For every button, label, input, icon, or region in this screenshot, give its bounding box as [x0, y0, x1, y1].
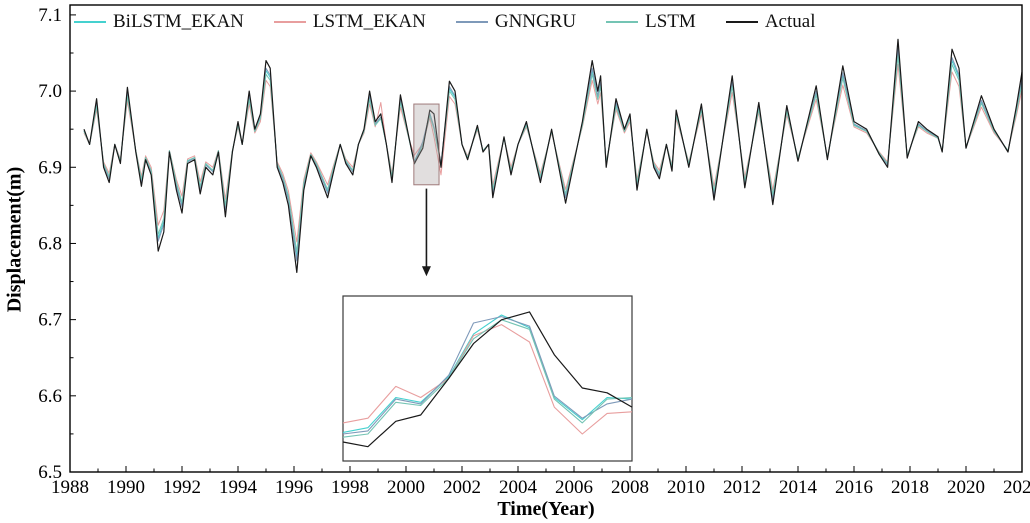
- x-tick-label: 2008: [611, 477, 649, 498]
- y-tick-label: 7.0: [38, 81, 62, 102]
- legend-item-BiLSTM_EKAN: BiLSTM_EKAN: [74, 12, 244, 31]
- x-tick-label: 2002: [443, 477, 481, 498]
- x-tick-label: 2020: [947, 477, 985, 498]
- zoom-arrow-head: [421, 266, 431, 277]
- x-tick-label: 1988: [51, 477, 89, 498]
- y-tick-label: 6.9: [38, 157, 62, 178]
- legend-item-LSTM: LSTM: [606, 12, 696, 31]
- legend-swatch-GNNGRU: [455, 20, 488, 23]
- x-tick-label: 2000: [387, 477, 425, 498]
- x-tick-label: 1994: [219, 477, 258, 498]
- y-axis-title: Displacement(m): [3, 166, 26, 313]
- x-tick-label: 2010: [667, 477, 705, 498]
- inset-series-line-LSTM: [342, 319, 633, 438]
- legend-item-Actual: Actual: [725, 11, 816, 32]
- inset-series-line-Actual: [342, 311, 633, 448]
- x-axis-title: Time(Year): [497, 498, 595, 520]
- x-tick-label: 1996: [275, 477, 313, 498]
- legend-label: Actual: [764, 11, 816, 32]
- inset-box: [342, 295, 633, 462]
- zoom-region-highlight: [413, 103, 440, 186]
- x-tick-label: 1992: [163, 477, 201, 498]
- x-tick-label: 2012: [723, 477, 761, 498]
- x-tick-label: 2022: [1003, 477, 1030, 498]
- inset-series-line-GNNGRU: [342, 316, 633, 435]
- series-line-Actual: [83, 38, 1023, 273]
- legend-swatch-BiLSTM_EKAN: [74, 20, 106, 23]
- x-tick-label: 2004: [499, 477, 538, 498]
- legend-swatch-LSTM: [606, 20, 639, 23]
- x-tick-label: 1998: [331, 477, 369, 498]
- legend-label: BiLSTM_EKAN: [113, 11, 244, 32]
- legend-swatch-Actual: [725, 20, 758, 23]
- y-tick-label: 6.5: [38, 462, 62, 483]
- x-tick-label: 2014: [779, 477, 818, 498]
- plot-border: [69, 4, 1023, 473]
- inset-series-line-LSTM_EKAN: [342, 324, 633, 435]
- y-tick-label: 6.8: [38, 233, 62, 254]
- legend-label: LSTM_EKAN: [312, 11, 426, 32]
- legend-label: LSTM: [645, 11, 696, 32]
- legend-label: GNNGRU: [494, 11, 577, 32]
- legend-item-GNNGRU: GNNGRU: [455, 11, 577, 32]
- x-tick-label: 1990: [107, 477, 145, 498]
- y-tick-label: 7.1: [38, 5, 62, 26]
- y-tick-label: 6.7: [38, 310, 62, 331]
- x-tick-label: 2016: [835, 477, 873, 498]
- x-tick-label: 2006: [555, 477, 593, 498]
- x-tick-label: 2018: [891, 477, 929, 498]
- y-tick-label: 6.6: [38, 386, 62, 407]
- legend-swatch-LSTM_EKAN: [273, 20, 306, 23]
- legend: BiLSTM_EKAN LSTM_EKAN GNNGRU LSTM Actual: [74, 12, 815, 31]
- legend-item-LSTM_EKAN: LSTM_EKAN: [273, 11, 426, 32]
